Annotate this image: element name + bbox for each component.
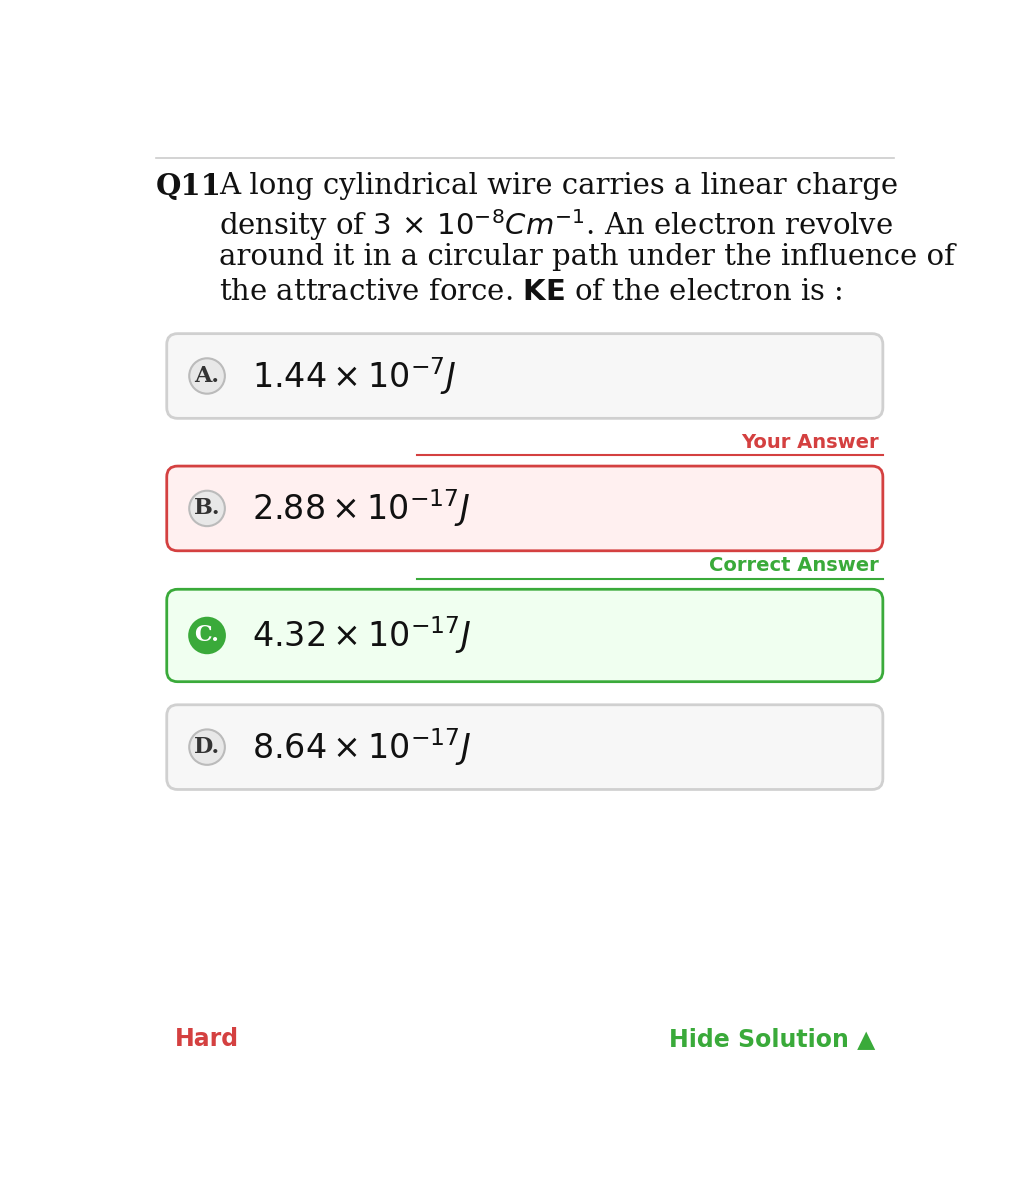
Text: $1.44 \times 10^{-7}\mathit{J}$: $1.44 \times 10^{-7}\mathit{J}$ <box>252 356 457 397</box>
Circle shape <box>189 491 225 527</box>
Text: A long cylindrical wire carries a linear charge: A long cylindrical wire carries a linear… <box>219 172 899 200</box>
Text: $2.88 \times 10^{-17}\mathit{J}$: $2.88 \times 10^{-17}\mathit{J}$ <box>252 487 470 529</box>
Text: D.: D. <box>194 736 220 759</box>
Text: Hide Solution ▲: Hide Solution ▲ <box>669 1026 876 1051</box>
FancyBboxPatch shape <box>167 590 883 681</box>
FancyBboxPatch shape <box>167 466 883 551</box>
Text: A.: A. <box>195 365 219 386</box>
Text: Your Answer: Your Answer <box>741 433 879 452</box>
Text: around it in a circular path under the influence of: around it in a circular path under the i… <box>219 243 955 271</box>
Text: B.: B. <box>194 497 220 520</box>
Circle shape <box>189 729 225 765</box>
Circle shape <box>189 358 225 394</box>
Text: $8.64 \times 10^{-17}\mathit{J}$: $8.64 \times 10^{-17}\mathit{J}$ <box>252 726 471 768</box>
Text: Correct Answer: Correct Answer <box>710 556 879 575</box>
Text: C.: C. <box>195 624 219 647</box>
Circle shape <box>189 618 225 653</box>
Text: $4.32 \times 10^{-17}\mathit{J}$: $4.32 \times 10^{-17}\mathit{J}$ <box>252 615 471 656</box>
FancyBboxPatch shape <box>167 334 883 419</box>
Text: the attractive force. $\mathit{\mathbf{KE}}$ of the electron is :: the attractive force. $\mathit{\mathbf{K… <box>219 278 843 307</box>
Text: Q11: Q11 <box>156 172 222 201</box>
Text: density of $3\,\times\,10^{-8}$$\mathit{Cm}^{-1}$. An electron revolve: density of $3\,\times\,10^{-8}$$\mathit{… <box>219 207 894 244</box>
Text: Hard: Hard <box>174 1026 239 1051</box>
FancyBboxPatch shape <box>167 705 883 789</box>
